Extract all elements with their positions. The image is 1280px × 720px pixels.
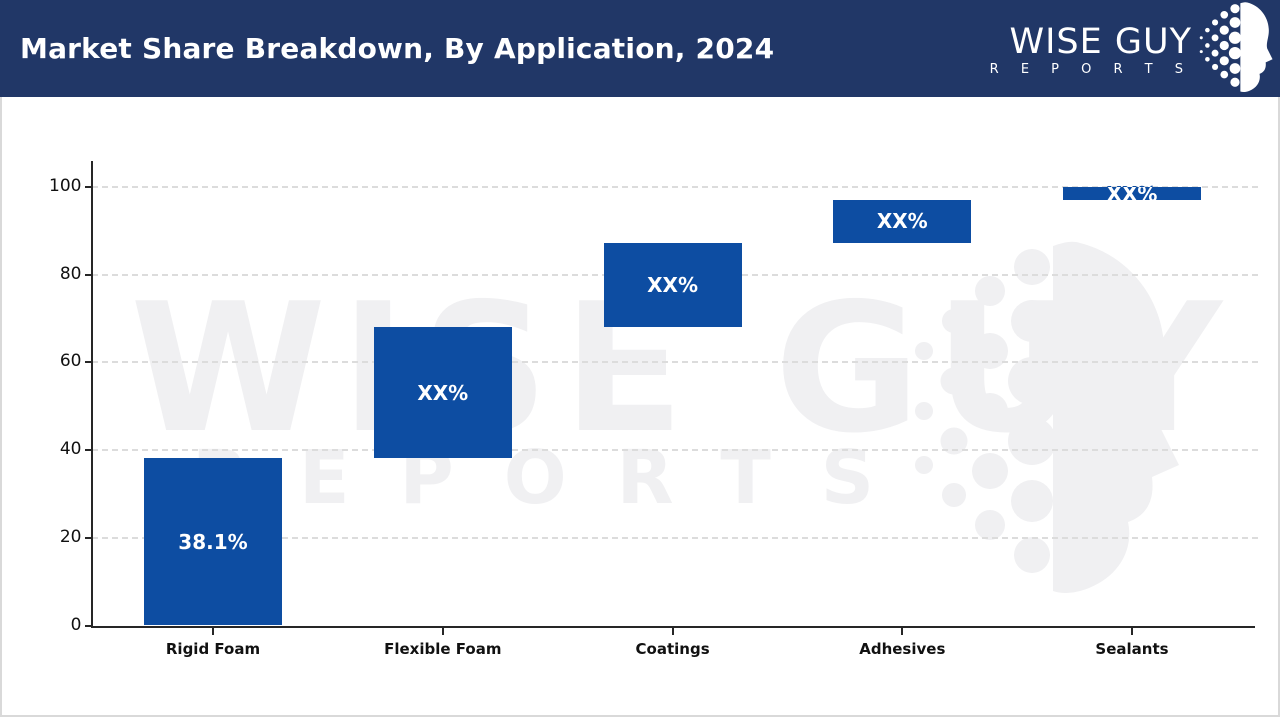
x-tick-label-flexible-foam: Flexible Foam — [384, 639, 502, 658]
logo-subtitle: R E P O R T S — [989, 61, 1192, 77]
bar-label-sealants: XX% XX% — [1063, 182, 1201, 206]
y-axis-tick — [84, 186, 92, 188]
bar-rigid-foam — [144, 458, 282, 626]
y-tick-label: 20 — [59, 526, 82, 547]
page-title: Market Share Breakdown, By Application, … — [20, 32, 775, 65]
y-axis-line — [90, 161, 93, 628]
y-axis-tick — [84, 449, 92, 452]
y-axis-tick — [84, 361, 92, 364]
bar-value-text: XX% — [1106, 181, 1158, 206]
x-tick-label-adhesives: Adhesives — [859, 639, 946, 658]
bar-label-coatings: XX% — [647, 273, 699, 297]
x-axis-tick — [901, 627, 904, 635]
x-tick-label-coatings: Coatings — [635, 639, 710, 658]
x-axis-line — [90, 625, 1255, 628]
x-tick-label-sealants: Sealants — [1095, 639, 1169, 658]
bar-label-adhesives: XX% — [876, 209, 928, 234]
bar-value-text: XX% — [1106, 181, 1158, 206]
wiseguy-logo: WISE GUY R E P O R T S — [986, 1, 1280, 97]
logo-wordmark: WISE GUY — [1009, 21, 1192, 62]
wiseguy-face-icon — [1196, 1, 1274, 97]
wiseguy-logo-text: WISE GUY R E P O R T S — [986, 21, 1192, 77]
y-tick-label: 60 — [59, 351, 82, 372]
waterfall-plot: 0 20 40 60 80 100 38.1% Rigid Foam XX% Flexible F… — [2, 97, 1280, 715]
x-tick-label-rigid-foam: Rigid Foam — [165, 639, 261, 658]
bar-sealants — [1063, 187, 1201, 201]
x-axis-tick — [671, 627, 674, 635]
y-tick-label: 40 — [59, 439, 82, 460]
bar-adhesives — [833, 200, 972, 243]
x-axis-tick — [441, 627, 444, 635]
y-axis-tick — [84, 624, 92, 627]
gridline-y100 — [91, 186, 1258, 188]
chart-canvas: WISE GUY REPORTS 0 20 40 60 80 100 38.1% Rigid … — [0, 97, 1280, 717]
header-bar: Market Share Breakdown, By Application, … — [0, 0, 1280, 97]
gridline-y60 — [91, 361, 1258, 364]
bar-coatings — [603, 242, 742, 328]
x-axis-tick — [212, 627, 214, 635]
y-axis-tick — [84, 273, 92, 276]
y-tick-label: 100 — [49, 176, 82, 196]
bar-flexible-foam — [373, 327, 512, 459]
bar-label-flexible-foam: XX% — [417, 380, 469, 405]
y-axis-tick — [84, 536, 92, 539]
y-tick-label: 80 — [59, 263, 82, 284]
y-tick-label: 0 — [70, 614, 82, 635]
bar-label-rigid-foam: 38.1% — [178, 529, 248, 554]
gridline-y20 — [91, 536, 1258, 539]
gridline-y40 — [91, 449, 1258, 452]
x-axis-tick — [1131, 627, 1133, 635]
